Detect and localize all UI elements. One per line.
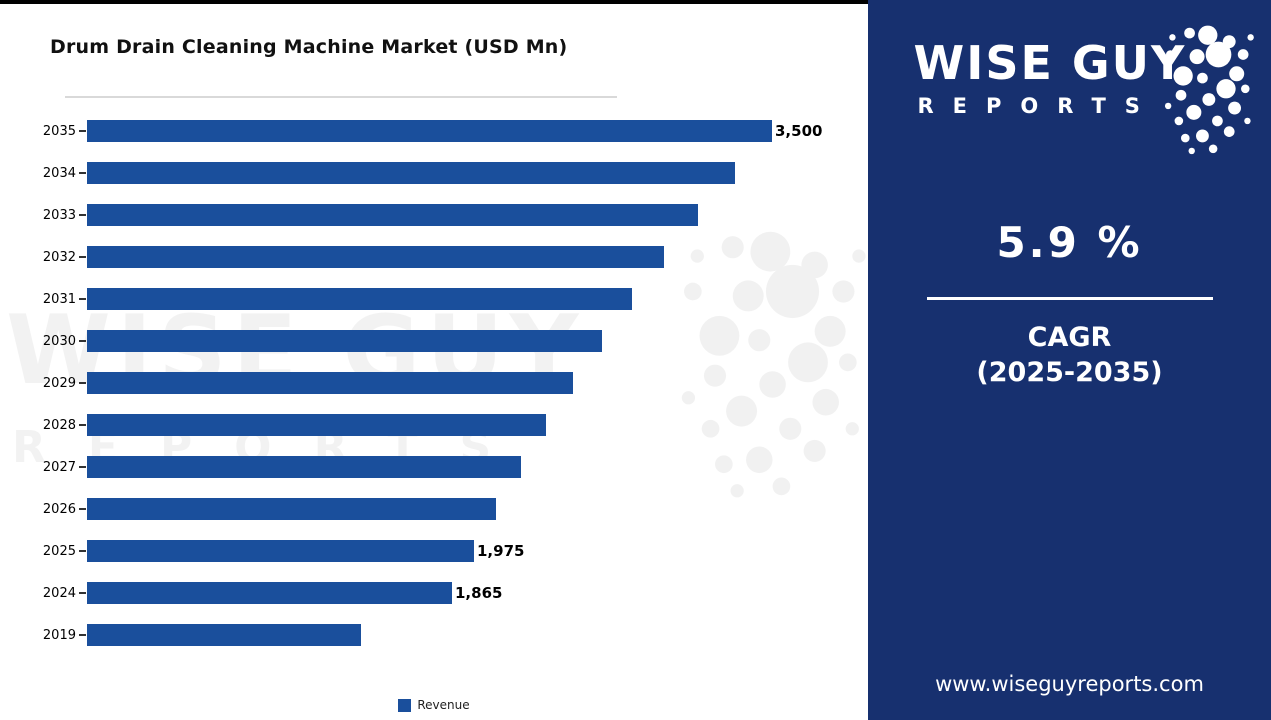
- revenue-bar: [87, 120, 772, 142]
- bar-row: 2026: [14, 488, 854, 530]
- axis-tick-icon: [79, 214, 86, 216]
- revenue-bar: [87, 414, 546, 436]
- legend-swatch-icon: [398, 698, 412, 712]
- chart-title: Drum Drain Cleaning Machine Market (USD …: [50, 36, 568, 58]
- bar-row: 2027: [14, 446, 854, 488]
- bar-row: 2019: [14, 614, 854, 656]
- year-label: 2031: [42, 291, 76, 307]
- bar-row: 2030: [14, 320, 854, 362]
- axis-tick-icon: [79, 424, 86, 426]
- year-label: 2024: [42, 585, 76, 601]
- year-label: 2034: [42, 165, 76, 181]
- year-label: 2033: [42, 207, 76, 223]
- brand-head-dots-icon: [1164, 25, 1254, 155]
- axis-tick-icon: [79, 130, 86, 132]
- cagr-period: (2025-2035): [976, 357, 1163, 388]
- year-label: 2028: [42, 417, 76, 433]
- axis-tick-icon: [79, 382, 86, 384]
- revenue-bar: [87, 540, 474, 562]
- axis-tick-icon: [79, 550, 86, 552]
- bar-row: 2034: [14, 152, 854, 194]
- brand-logo: WISE GUY REPORTS: [900, 25, 1254, 155]
- title-divider: [65, 96, 617, 98]
- cagr-label: CAGR: [1027, 322, 1112, 353]
- revenue-bar: [87, 204, 698, 226]
- bar-row: 2033: [14, 194, 854, 236]
- value-label: 1,975: [477, 542, 525, 560]
- bar-row: 2035 3,500: [14, 110, 854, 152]
- website-url: www.wiseguyreports.com: [935, 672, 1204, 696]
- revenue-bar: [87, 582, 452, 604]
- revenue-bar: [87, 624, 361, 646]
- revenue-bar: [87, 330, 602, 352]
- year-label: 2029: [42, 375, 76, 391]
- chart-area: Drum Drain Cleaning Machine Market (USD …: [0, 0, 868, 712]
- bar-row: 2029: [14, 362, 854, 404]
- value-label: 1,865: [455, 584, 503, 602]
- year-label: 2032: [42, 249, 76, 265]
- revenue-bar: [87, 288, 632, 310]
- year-label: 2026: [42, 501, 76, 517]
- cagr-divider: [926, 297, 1213, 300]
- year-label: 2030: [42, 333, 76, 349]
- year-label: 2019: [42, 627, 76, 643]
- brand-name: WISE GUY: [913, 36, 1187, 90]
- bar-row: 2032: [14, 236, 854, 278]
- bar-row: 2031: [14, 278, 854, 320]
- brand-subtitle: REPORTS: [917, 94, 1159, 118]
- legend: Revenue: [0, 698, 868, 712]
- axis-tick-icon: [79, 592, 86, 594]
- axis-tick-icon: [79, 466, 86, 468]
- axis-tick-icon: [79, 508, 86, 510]
- bar-row: 2024 1,865: [14, 572, 854, 614]
- axis-tick-icon: [79, 298, 86, 300]
- value-label: 3,500: [775, 122, 823, 140]
- bar-row: 2025 1,975: [14, 530, 854, 572]
- year-label: 2027: [42, 459, 76, 475]
- cagr-value: 5.9 %: [996, 218, 1143, 267]
- axis-tick-icon: [79, 340, 86, 342]
- info-panel: WISE GUY REPORTS 5.9 % CAGR (2025-2035) …: [868, 0, 1271, 720]
- axis-tick-icon: [79, 172, 86, 174]
- revenue-bar: [87, 372, 573, 394]
- revenue-bar: [87, 456, 521, 478]
- legend-label: Revenue: [417, 698, 470, 712]
- axis-tick-icon: [79, 256, 86, 258]
- axis-tick-icon: [79, 634, 86, 636]
- year-label: 2035: [42, 123, 76, 139]
- bar-plot: 2035 3,500 2034 2033 2032 2031 2030 2029 2028 202…: [14, 110, 854, 656]
- revenue-bar: [87, 162, 735, 184]
- revenue-bar: [87, 246, 664, 268]
- year-label: 2025: [42, 543, 76, 559]
- bar-row: 2028: [14, 404, 854, 446]
- revenue-bar: [87, 498, 496, 520]
